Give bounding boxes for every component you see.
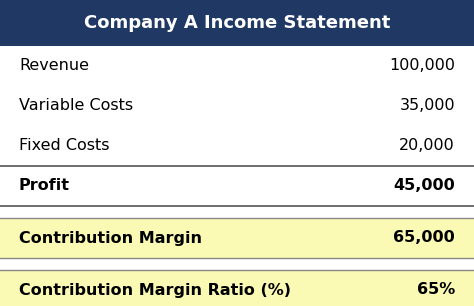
Text: Company A Income Statement: Company A Income Statement [84, 14, 390, 32]
Text: Contribution Margin Ratio (%): Contribution Margin Ratio (%) [19, 282, 291, 297]
Bar [0, 126, 474, 166]
Bar [0, 270, 474, 306]
Bar [0, 166, 474, 206]
Text: Fixed Costs: Fixed Costs [19, 139, 109, 154]
Text: 20,000: 20,000 [399, 139, 455, 154]
Text: Variable Costs: Variable Costs [19, 99, 133, 114]
Text: 100,000: 100,000 [389, 58, 455, 73]
Bar [0, 86, 474, 126]
Text: Revenue: Revenue [19, 58, 89, 73]
Text: 45,000: 45,000 [393, 178, 455, 193]
Bar [0, 218, 474, 258]
Text: Contribution Margin: Contribution Margin [19, 230, 202, 245]
Text: 35,000: 35,000 [400, 99, 455, 114]
Text: Profit: Profit [19, 178, 70, 193]
Text: 65,000: 65,000 [393, 230, 455, 245]
Bar [0, 46, 474, 86]
Bar [0, 258, 474, 270]
Text: 65%: 65% [417, 282, 455, 297]
Bar [0, 206, 474, 218]
Bar [0, 0, 474, 46]
